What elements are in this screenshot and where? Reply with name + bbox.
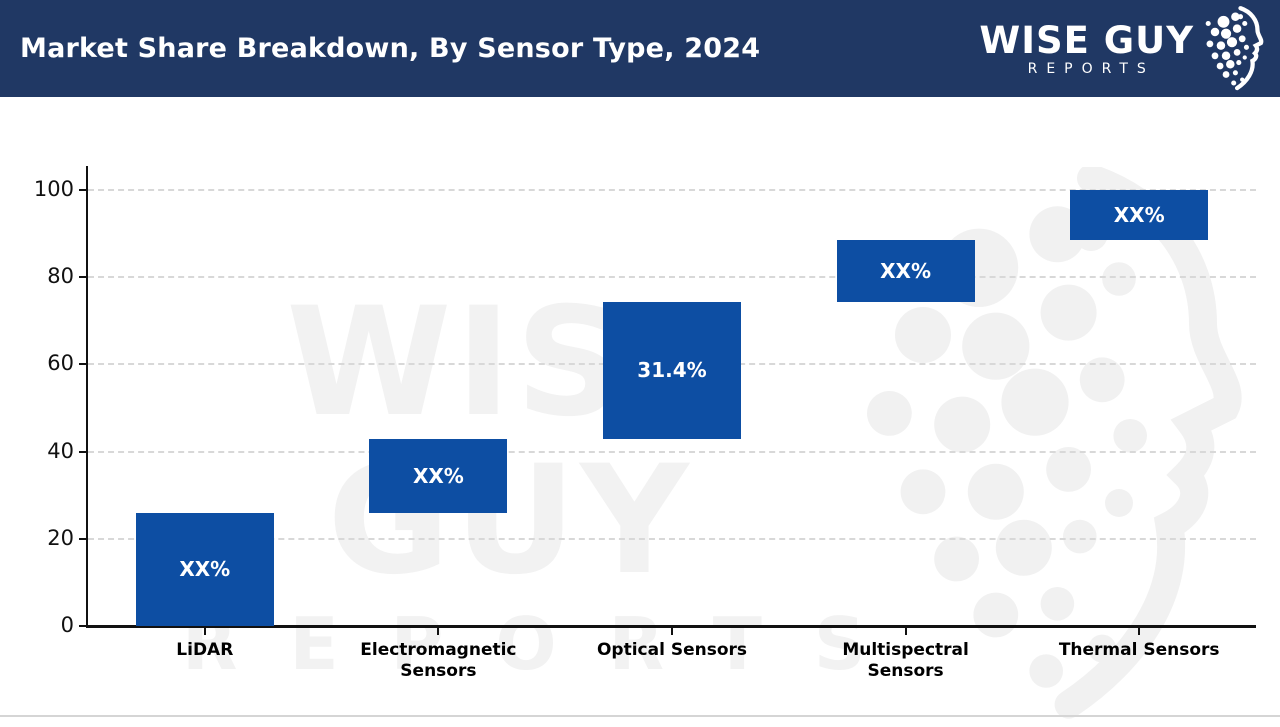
- bar-value-label: XX%: [880, 258, 932, 283]
- y-tick-label: 20: [47, 525, 74, 550]
- bottom-border-line: [0, 715, 1280, 717]
- bar-value-label: XX%: [179, 557, 231, 582]
- chart-title: Market Share Breakdown, By Sensor Type, …: [20, 33, 761, 64]
- x-tick-mark: [1138, 628, 1141, 635]
- x-tick-label-thermal: Thermal Sensors: [1058, 640, 1220, 660]
- x-axis-line: [86, 625, 1256, 628]
- bar-value-label: 31.4%: [637, 358, 707, 383]
- x-tick-mark: [437, 628, 440, 635]
- y-tick-label: 0: [60, 613, 74, 637]
- bar-thermal: XX%: [1070, 190, 1209, 240]
- bar-value-label: XX%: [412, 463, 464, 488]
- y-tick-mark: [79, 276, 88, 279]
- header-bar: Market Share Breakdown, By Sensor Type, …: [0, 0, 1280, 97]
- y-tick-mark: [79, 537, 88, 540]
- gridline-80: [88, 276, 1256, 279]
- bar-lidar: XX%: [135, 512, 274, 626]
- y-tick-label: 80: [47, 264, 74, 289]
- y-tick-mark: [79, 363, 88, 366]
- x-tick-mark: [203, 628, 206, 635]
- bar-electromagnetic: XX%: [369, 438, 508, 513]
- y-tick-mark: [79, 625, 88, 627]
- y-tick-label: 60: [47, 351, 74, 376]
- x-tick-mark: [904, 628, 907, 635]
- brand-logo: WISE GUY REPORTS: [979, 6, 1266, 92]
- bar-value-label: XX%: [1113, 202, 1165, 227]
- x-tick-label-lidar: LiDAR: [176, 640, 234, 660]
- y-tick-mark: [79, 450, 88, 453]
- y-tick-label: 100: [33, 177, 74, 201]
- bar-optical: 31.4%: [603, 301, 741, 439]
- gridline-40: [88, 450, 1256, 453]
- x-tick-mark: [671, 628, 673, 635]
- y-tick-mark: [79, 189, 88, 191]
- x-tick-label-electromagnetic: Electromagnetic Sensors: [360, 640, 517, 682]
- y-tick-label: 40: [47, 438, 74, 463]
- brand-subtitle: REPORTS: [1027, 61, 1155, 77]
- gridline-20: [88, 537, 1256, 540]
- x-tick-label-optical: Optical Sensors: [596, 640, 748, 660]
- y-axis-line: [86, 166, 88, 628]
- brand-logo-text: WISE GUY REPORTS: [979, 22, 1194, 76]
- bar-multispectral: XX%: [836, 239, 975, 302]
- gridline-100: [88, 189, 1256, 191]
- brand-name: WISE GUY: [979, 19, 1194, 62]
- x-tick-label-multispectral: Multispectral Sensors: [842, 640, 969, 682]
